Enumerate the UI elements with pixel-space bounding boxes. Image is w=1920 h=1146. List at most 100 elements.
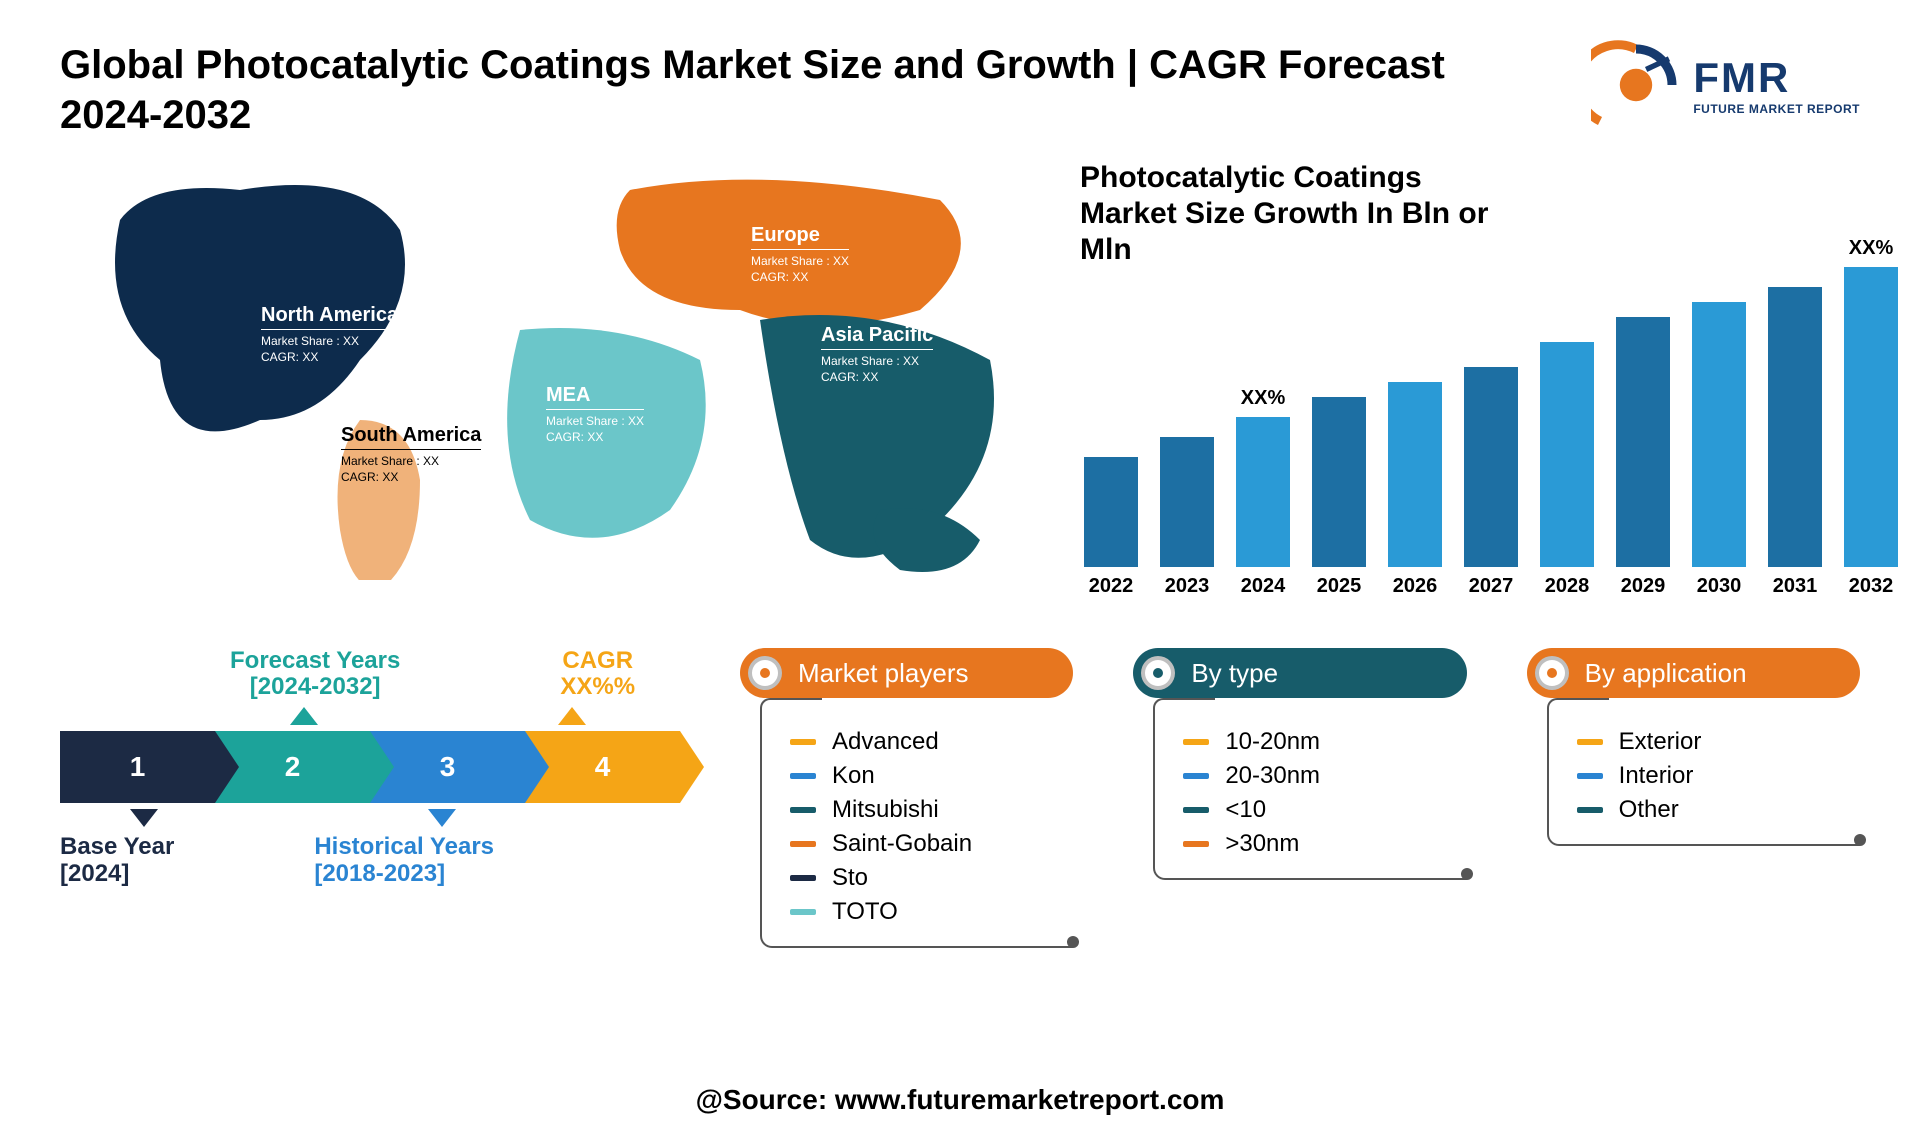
region-cagr: CAGR: XX [751, 270, 849, 286]
bar-annotation: XX% [1241, 387, 1285, 410]
bar-year-label: 2031 [1773, 575, 1818, 598]
list-item: Advanced [790, 728, 1073, 756]
list-item: 20-30nm [1183, 762, 1466, 790]
bar-year-label: 2023 [1165, 575, 1210, 598]
bar-rect [1464, 367, 1518, 567]
page-title: Global Photocatalytic Coatings Market Si… [60, 40, 1445, 140]
bar-2026: 2026 [1384, 382, 1446, 598]
middle-row: North America Market Share : XX CAGR: XX… [60, 160, 1860, 598]
color-swatch-icon [1577, 773, 1603, 779]
category-column: Market players Advanced Kon Mitsubishi S… [740, 648, 1073, 948]
fmr-logo-icon [1591, 40, 1681, 130]
color-swatch-icon [1183, 773, 1209, 779]
bar-year-label: 2024 [1241, 575, 1286, 598]
bullet-icon [1535, 656, 1569, 690]
bar-year-label: 2030 [1697, 575, 1742, 598]
title-line-2: 2024-2032 [60, 93, 251, 137]
item-label: Interior [1619, 762, 1694, 790]
item-label: <10 [1225, 796, 1266, 824]
category-title: Market players [798, 658, 969, 689]
bar-2029: 2029 [1612, 317, 1674, 598]
category-header: Market players [740, 648, 1073, 698]
bar-rect [1768, 287, 1822, 567]
bar-rect [1388, 382, 1442, 567]
item-label: Mitsubishi [832, 796, 939, 824]
bar-rect [1692, 302, 1746, 567]
region-share: Market Share : XX [821, 354, 933, 370]
item-label: Kon [832, 762, 875, 790]
bar-year-label: 2028 [1545, 575, 1590, 598]
list-item: TOTO [790, 898, 1073, 926]
color-swatch-icon [790, 841, 816, 847]
bar-2032: XX% 2032 [1840, 267, 1902, 598]
region-cagr: CAGR: XX [341, 470, 481, 486]
bar-year-label: 2032 [1849, 575, 1894, 598]
timeline-top-label: Forecast Years[2024-2032] [230, 648, 400, 701]
bar-2023: 2023 [1156, 437, 1218, 598]
category-header: By type [1133, 648, 1466, 698]
timeline-bottom-label: Base Year[2024] [60, 833, 174, 888]
fmr-logo-text: FMR FUTURE MARKET REPORT [1693, 54, 1860, 116]
region-cagr: CAGR: XX [821, 370, 933, 386]
category-bracket: Advanced Kon Mitsubishi Saint-Gobain Sto… [760, 708, 1073, 948]
fmr-logo: FMR FUTURE MARKET REPORT [1591, 40, 1860, 130]
color-swatch-icon [790, 875, 816, 881]
item-label: TOTO [832, 898, 898, 926]
region-share: Market Share : XX [546, 414, 644, 430]
bar-year-label: 2025 [1317, 575, 1362, 598]
item-label: Other [1619, 796, 1679, 824]
region-cagr: CAGR: XX [261, 350, 398, 366]
item-label: 20-30nm [1225, 762, 1320, 790]
color-swatch-icon [790, 909, 816, 915]
color-swatch-icon [1577, 807, 1603, 813]
category-bracket: 10-20nm 20-30nm <10 >30nm [1153, 708, 1466, 880]
color-swatch-icon [790, 739, 816, 745]
bar-2031: 2031 [1764, 287, 1826, 598]
bar-2024: XX% 2024 [1232, 417, 1294, 598]
bar-rect [1540, 342, 1594, 567]
pointer-down-icon [428, 809, 456, 827]
region-label-south_america: South America Market Share : XX CAGR: XX [335, 420, 487, 489]
category-title: By type [1191, 658, 1278, 689]
bar-2028: 2028 [1536, 342, 1598, 598]
region-label-europe: Europe Market Share : XX CAGR: XX [745, 220, 855, 289]
item-label: Exterior [1619, 728, 1702, 756]
color-swatch-icon [1183, 739, 1209, 745]
category-title: By application [1585, 658, 1747, 689]
chart-title: Photocatalytic Coatings Market Size Grow… [1080, 160, 1500, 268]
region-name: Europe [751, 224, 849, 250]
region-cagr: CAGR: XX [546, 430, 644, 446]
logo-fmr-letters: FMR [1693, 54, 1860, 102]
region-label-north_america: North America Market Share : XX CAGR: XX [255, 300, 404, 369]
list-item: Exterior [1577, 728, 1860, 756]
list-item: Other [1577, 796, 1860, 824]
bar-rect [1084, 457, 1138, 567]
timeline-bottom-label: Historical Years[2018-2023] [314, 833, 494, 888]
pointer-up-icon [558, 707, 586, 725]
list-item: 10-20nm [1183, 728, 1466, 756]
timeline: Forecast Years[2024-2032]CAGRXX%% 1234 B… [60, 648, 680, 888]
list-item: Interior [1577, 762, 1860, 790]
region-name: Asia Pacific [821, 324, 933, 350]
bullet-icon [1141, 656, 1175, 690]
bar-2025: 2025 [1308, 397, 1370, 598]
bar-year-label: 2026 [1393, 575, 1438, 598]
bar-rect: XX% [1844, 267, 1898, 567]
color-swatch-icon [1183, 807, 1209, 813]
region-share: Market Share : XX [751, 254, 849, 270]
source-line: @Source: www.futuremarketreport.com [696, 1084, 1225, 1116]
timeline-top-label: CAGRXX%% [560, 648, 635, 701]
region-name: MEA [546, 384, 644, 410]
pointer-up-icon [290, 707, 318, 725]
bar-rect [1160, 437, 1214, 567]
list-item: Saint-Gobain [790, 830, 1073, 858]
color-swatch-icon [790, 773, 816, 779]
category-column: By application Exterior Interior Other [1527, 648, 1860, 948]
chart-bars: 2022 2023 XX% 2024 2025 2026 2027 2028 2… [1080, 298, 1902, 598]
bar-rect: XX% [1236, 417, 1290, 567]
list-item: Mitsubishi [790, 796, 1073, 824]
bar-rect [1616, 317, 1670, 567]
region-name: South America [341, 424, 481, 450]
category-column: By type 10-20nm 20-30nm <10 >30nm [1133, 648, 1466, 948]
region-label-mea: MEA Market Share : XX CAGR: XX [540, 380, 650, 449]
